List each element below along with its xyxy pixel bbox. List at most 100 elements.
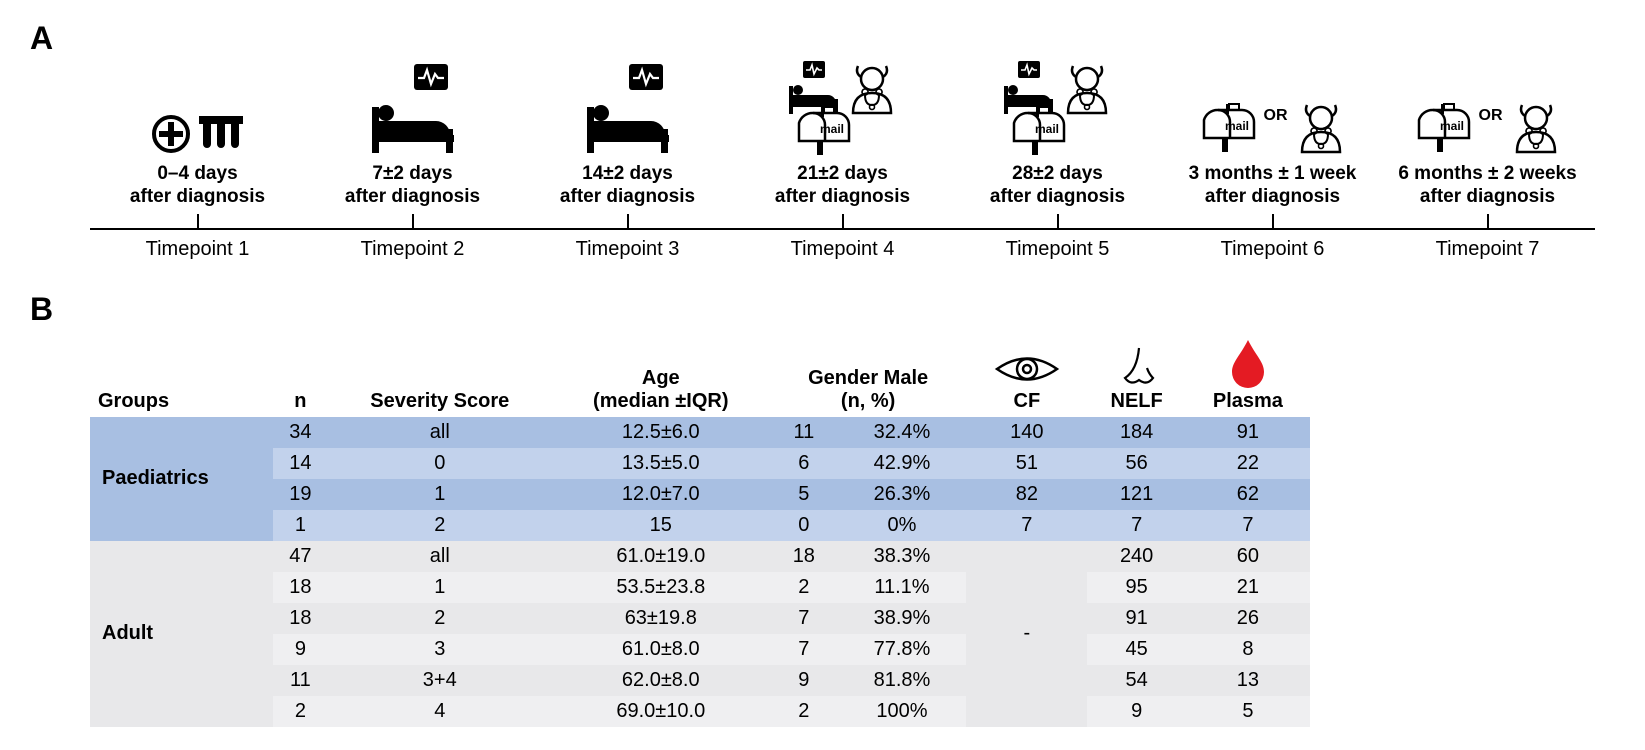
cell-nelf: 95 [1087, 572, 1185, 603]
cell-plasma: 5 [1186, 696, 1310, 727]
cell-n: 47 [273, 541, 328, 572]
tubes-icon [197, 114, 245, 154]
cell-gender-n: 7 [770, 634, 838, 665]
bed-icon [583, 99, 673, 155]
timepoint-days: 6 months ± 2 weeks [1398, 163, 1576, 186]
cell-severity: 4 [328, 696, 552, 727]
cell-gender-n: 18 [770, 541, 838, 572]
tick [1057, 214, 1059, 228]
tick [842, 214, 844, 228]
mailbox-icon: mail [1198, 102, 1258, 154]
mailbox-icon: mail [1008, 105, 1068, 157]
cell-cf: 7 [966, 510, 1087, 541]
tick [627, 214, 629, 228]
cell-age: 12.5±6.0 [552, 417, 770, 448]
cell-cf: 140 [966, 417, 1087, 448]
timepoint-label: Timepoint 3 [520, 238, 735, 261]
cell-age: 61.0±8.0 [552, 634, 770, 665]
cell-severity: 2 [328, 603, 552, 634]
or-label: OR [1479, 107, 1503, 125]
cell-gender-n: 2 [770, 572, 838, 603]
cell-gender-n: 9 [770, 665, 838, 696]
timepoint-after: after diagnosis [775, 186, 910, 208]
col-header: n [273, 334, 328, 417]
col-header: Age(median ±IQR) [552, 334, 770, 417]
table-row: 9361.0±8.0777.8%458 [90, 634, 1310, 665]
col-header: NELF [1087, 334, 1185, 417]
cell-gender-n: 0 [770, 510, 838, 541]
col-header: Groups [90, 334, 273, 417]
cell-age: 69.0±10.0 [552, 696, 770, 727]
cell-n: 9 [273, 634, 328, 665]
timepoint-label: Timepoint 6 [1165, 238, 1380, 261]
timepoint-after: after diagnosis [990, 186, 1125, 208]
cell-plasma: 60 [1186, 541, 1310, 572]
cell-age: 13.5±5.0 [552, 448, 770, 479]
table-row: 18153.5±23.8211.1%9521 [90, 572, 1310, 603]
col-header: CF [966, 334, 1087, 417]
cell-plasma: 91 [1186, 417, 1310, 448]
cell-plasma: 21 [1186, 572, 1310, 603]
table-row: Adult47all61.0±19.01838.3%-24060 [90, 541, 1310, 572]
cell-cf-merged: - [966, 541, 1087, 727]
cell-cf: 51 [966, 448, 1087, 479]
panel-a: A 0–4 daysafter diagnosis7±2 daysafter d… [30, 20, 1615, 261]
table-row: 14013.5±5.0642.9%515622 [90, 448, 1310, 479]
cell-gender-pct: 38.9% [838, 603, 967, 634]
timepoint-6: mail OR 3 months ± 1 weekafter diagnosis [1165, 73, 1380, 228]
timepoint-4: mail21±2 daysafter diagnosis [735, 63, 950, 228]
timepoint-label: Timepoint 1 [90, 238, 305, 261]
monitor-small-icon [802, 60, 826, 79]
or-label: OR [1264, 107, 1288, 125]
nurse-icon [1060, 63, 1114, 115]
timepoint-days: 3 months ± 1 week [1189, 163, 1357, 186]
timepoint-after: after diagnosis [1420, 186, 1555, 208]
cell-gender-pct: 81.8% [838, 665, 967, 696]
cell-age: 63±19.8 [552, 603, 770, 634]
timepoint-1: 0–4 daysafter diagnosis [90, 73, 305, 228]
nose-icon [1117, 346, 1157, 388]
col-header: Plasma [1186, 334, 1310, 417]
cell-severity: 0 [328, 448, 552, 479]
svg-text:mail: mail [1439, 119, 1463, 133]
cell-n: 1 [273, 510, 328, 541]
cell-nelf: 45 [1087, 634, 1185, 665]
timepoint-days: 0–4 days [157, 163, 237, 186]
cell-age: 15 [552, 510, 770, 541]
cell-severity: all [328, 417, 552, 448]
cell-plasma: 13 [1186, 665, 1310, 696]
tick [1272, 214, 1274, 228]
cell-nelf: 121 [1087, 479, 1185, 510]
timepoint-after: after diagnosis [1205, 186, 1340, 208]
bed-icon [368, 99, 458, 155]
plus-icon [151, 114, 191, 154]
cell-severity: 3 [328, 634, 552, 665]
data-table: GroupsnSeverity ScoreAge(median ±IQR)Gen… [90, 334, 1310, 727]
cell-n: 11 [273, 665, 328, 696]
cell-severity: 1 [328, 479, 552, 510]
cell-nelf: 184 [1087, 417, 1185, 448]
nurse-icon [845, 63, 899, 115]
timepoint-label: Timepoint 4 [735, 238, 950, 261]
timepoint-label: Timepoint 5 [950, 238, 1165, 261]
timepoint-5: mail 28±2 daysafter diagnosis [950, 63, 1165, 228]
cell-gender-pct: 11.1% [838, 572, 967, 603]
cell-nelf: 7 [1087, 510, 1185, 541]
timepoint-days: 28±2 days [1012, 163, 1103, 186]
cell-plasma: 7 [1186, 510, 1310, 541]
group-cell: Adult [90, 541, 273, 727]
cell-nelf: 54 [1087, 665, 1185, 696]
timepoint-days: 7±2 days [372, 163, 452, 186]
svg-text:mail: mail [1224, 119, 1248, 133]
group-cell: Paediatrics [90, 417, 273, 541]
cell-plasma: 62 [1186, 479, 1310, 510]
cell-gender-n: 2 [770, 696, 838, 727]
cell-age: 62.0±8.0 [552, 665, 770, 696]
nurse-icon [1294, 102, 1348, 154]
table-row: 121500%777 [90, 510, 1310, 541]
cell-n: 34 [273, 417, 328, 448]
tick [412, 214, 414, 228]
eye-icon [993, 350, 1061, 388]
blood-icon [1230, 338, 1266, 388]
cell-nelf: 56 [1087, 448, 1185, 479]
